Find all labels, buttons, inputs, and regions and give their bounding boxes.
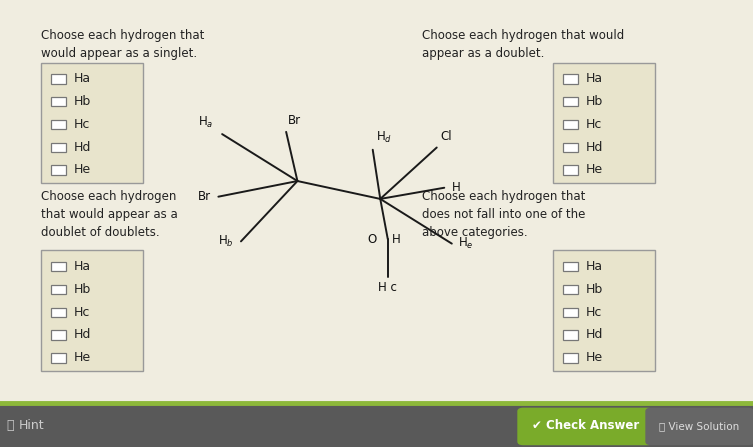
- Text: H$_a$: H$_a$: [197, 114, 213, 130]
- FancyBboxPatch shape: [553, 250, 655, 371]
- Text: Hd: Hd: [586, 140, 603, 154]
- FancyBboxPatch shape: [563, 330, 578, 340]
- FancyBboxPatch shape: [553, 63, 655, 183]
- Text: Hc: Hc: [586, 306, 602, 319]
- Text: Hc: Hc: [74, 118, 90, 131]
- Text: Hd: Hd: [586, 328, 603, 342]
- Text: H: H: [452, 181, 461, 194]
- FancyBboxPatch shape: [51, 262, 66, 271]
- FancyBboxPatch shape: [51, 97, 66, 106]
- FancyBboxPatch shape: [563, 120, 578, 129]
- Text: Hb: Hb: [586, 283, 603, 296]
- FancyBboxPatch shape: [51, 120, 66, 129]
- Text: H$_b$: H$_b$: [218, 234, 233, 249]
- Text: Hd: Hd: [74, 328, 91, 342]
- Text: H c: H c: [378, 281, 398, 294]
- FancyBboxPatch shape: [51, 143, 66, 152]
- FancyBboxPatch shape: [563, 285, 578, 294]
- Text: He: He: [74, 163, 91, 177]
- FancyBboxPatch shape: [563, 97, 578, 106]
- Text: Choose each hydrogen that
does not fall into one of the
above categories.: Choose each hydrogen that does not fall …: [422, 190, 585, 239]
- Text: Cl: Cl: [441, 130, 452, 143]
- Text: He: He: [586, 163, 603, 177]
- FancyBboxPatch shape: [51, 165, 66, 175]
- FancyBboxPatch shape: [563, 353, 578, 363]
- Text: Choose each hydrogen that
would appear as a singlet.: Choose each hydrogen that would appear a…: [41, 29, 205, 60]
- Text: Hb: Hb: [74, 283, 91, 296]
- FancyBboxPatch shape: [563, 165, 578, 175]
- Text: ⓘ: ⓘ: [6, 418, 14, 432]
- Text: Hd: Hd: [74, 140, 91, 154]
- Text: Br: Br: [288, 114, 300, 127]
- Text: O: O: [367, 232, 376, 246]
- FancyBboxPatch shape: [645, 408, 753, 445]
- Text: Ha: Ha: [74, 72, 91, 85]
- FancyBboxPatch shape: [51, 330, 66, 340]
- Text: Hc: Hc: [74, 306, 90, 319]
- FancyBboxPatch shape: [0, 403, 753, 447]
- Text: Ha: Ha: [586, 72, 603, 85]
- FancyBboxPatch shape: [563, 308, 578, 317]
- FancyBboxPatch shape: [51, 353, 66, 363]
- FancyBboxPatch shape: [51, 74, 66, 84]
- FancyBboxPatch shape: [41, 63, 143, 183]
- Text: 💡 View Solution: 💡 View Solution: [660, 421, 739, 431]
- Text: He: He: [586, 351, 603, 364]
- Text: ✔ Check Answer: ✔ Check Answer: [532, 419, 639, 433]
- Text: Choose each hydrogen
that would appear as a
doublet of doublets.: Choose each hydrogen that would appear a…: [41, 190, 178, 239]
- Text: Hc: Hc: [586, 118, 602, 131]
- FancyBboxPatch shape: [51, 285, 66, 294]
- Text: Ha: Ha: [586, 260, 603, 273]
- Text: He: He: [74, 351, 91, 364]
- FancyBboxPatch shape: [563, 262, 578, 271]
- Text: Hint: Hint: [19, 418, 44, 432]
- Text: Choose each hydrogen that would
appear as a doublet.: Choose each hydrogen that would appear a…: [422, 29, 624, 60]
- Text: H: H: [392, 232, 401, 246]
- FancyBboxPatch shape: [41, 250, 143, 371]
- FancyBboxPatch shape: [563, 143, 578, 152]
- Text: H$_d$: H$_d$: [376, 130, 393, 145]
- Text: Hb: Hb: [74, 95, 91, 108]
- FancyBboxPatch shape: [563, 74, 578, 84]
- FancyBboxPatch shape: [517, 408, 654, 445]
- Text: Ha: Ha: [74, 260, 91, 273]
- FancyBboxPatch shape: [51, 308, 66, 317]
- Text: Hb: Hb: [586, 95, 603, 108]
- Text: H$_e$: H$_e$: [458, 236, 474, 251]
- Text: Br: Br: [198, 190, 211, 203]
